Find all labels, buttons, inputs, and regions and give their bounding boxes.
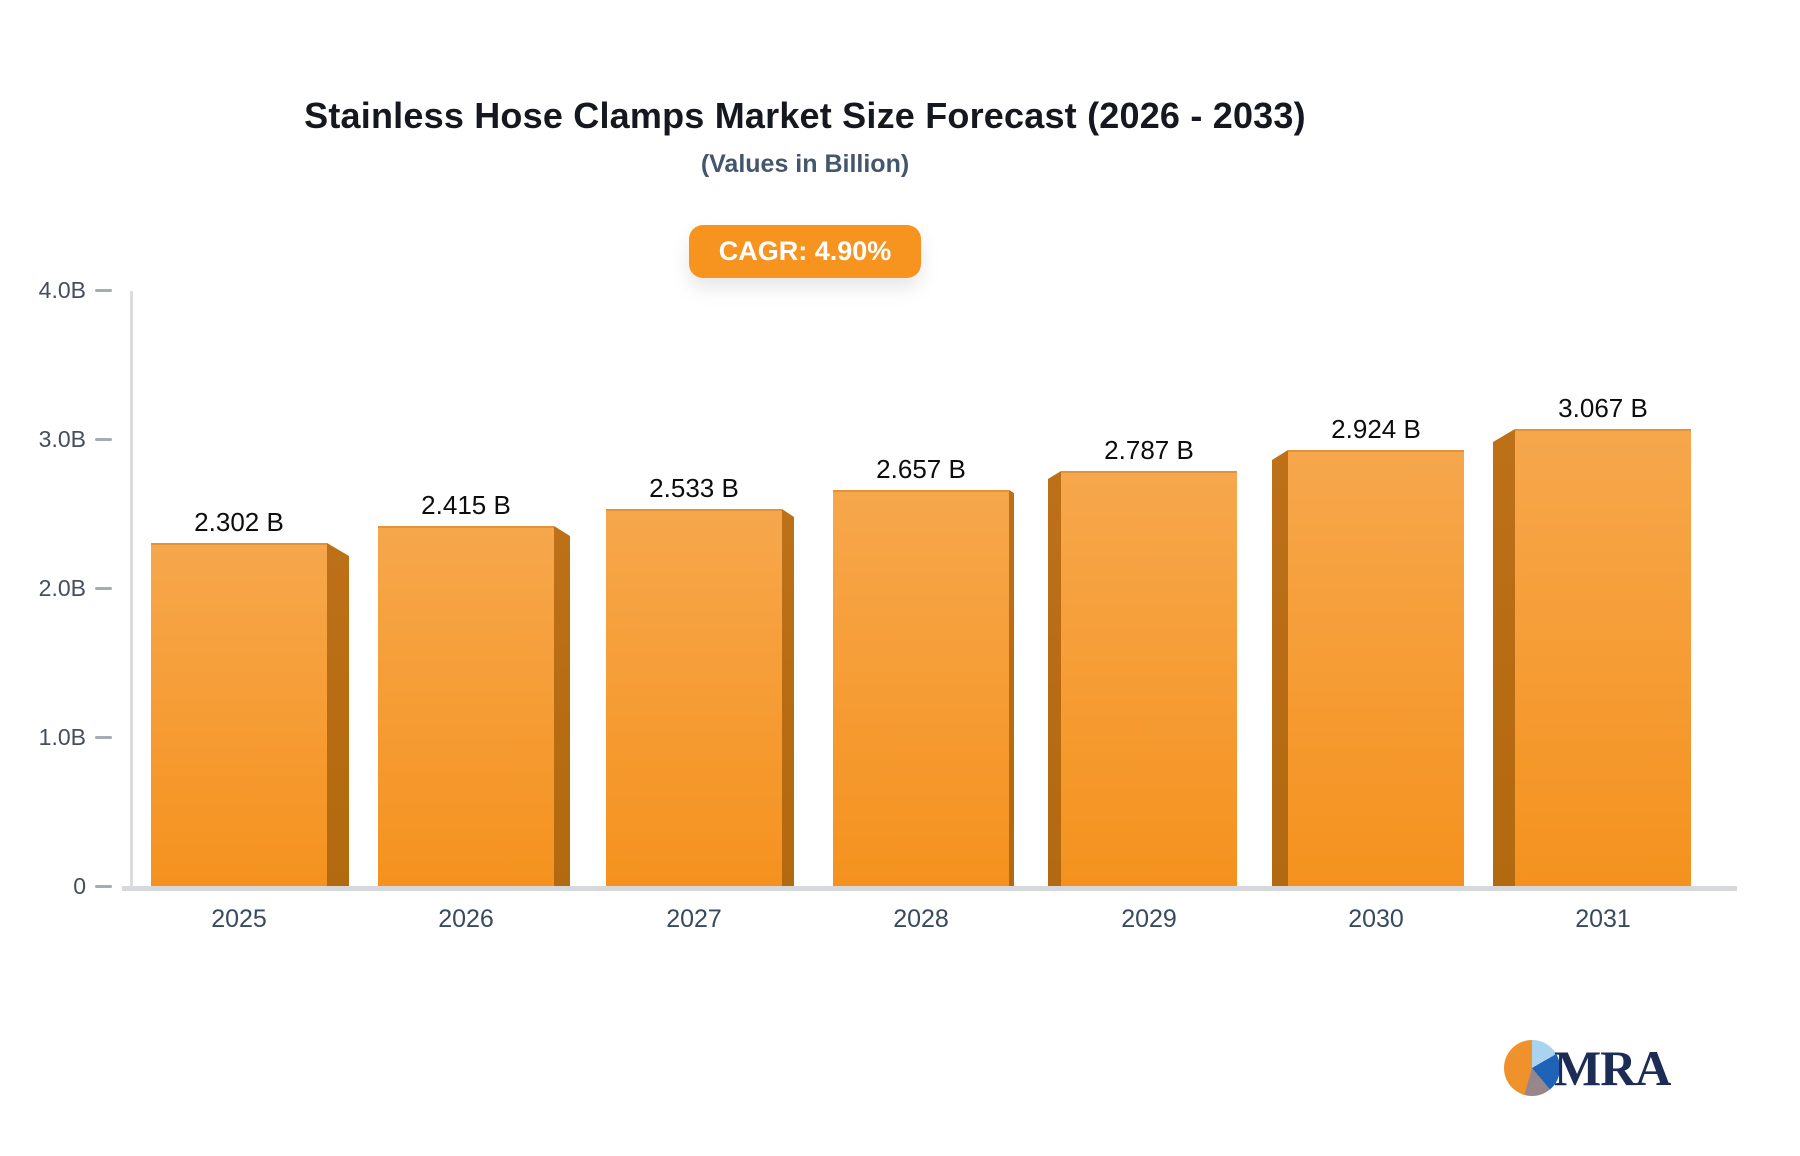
bar-face	[1061, 471, 1237, 886]
bar-value-label: 2.415 B	[421, 490, 511, 520]
bar-side-3d	[1493, 429, 1515, 886]
y-tick-label: 3.0B	[38, 426, 86, 452]
bar-face	[378, 526, 554, 886]
x-tick-label: 2028	[893, 905, 949, 933]
bar[interactable]	[1493, 429, 1691, 886]
bar-side-3d	[1272, 450, 1288, 886]
bar[interactable]	[1272, 450, 1464, 886]
bar-side-3d	[1048, 471, 1061, 886]
chart-header: Stainless Hose Clamps Market Size Foreca…	[0, 0, 1610, 278]
bar-side-3d	[554, 526, 570, 886]
plot-area: 4.0B 3.0B 2.0B 1.0B 0 2.302 B 2.415 B 2.533 B 2…	[39, 277, 1737, 933]
bar[interactable]	[833, 490, 1014, 886]
chart-title: Stainless Hose Clamps Market Size Foreca…	[304, 95, 1306, 136]
bar-face	[606, 509, 782, 886]
x-axis-line	[122, 886, 1737, 891]
bar-value-label: 2.657 B	[876, 454, 966, 484]
bar-value-label: 2.924 B	[1331, 414, 1421, 444]
bar[interactable]	[606, 509, 794, 886]
bar[interactable]	[1048, 471, 1237, 886]
bar-side-3d	[1009, 490, 1014, 886]
brand-logo: MRA	[1504, 1040, 1671, 1096]
y-tick-label: 4.0B	[38, 277, 86, 303]
brand-name: MRA	[1554, 1040, 1671, 1096]
bar-value-label: 2.787 B	[1104, 435, 1194, 465]
y-tick-dash	[95, 438, 112, 441]
bar-face	[1515, 429, 1691, 886]
y-axis-line	[130, 291, 133, 887]
cagr-badge: CAGR: 4.90%	[688, 225, 922, 278]
y-tick-dash	[95, 289, 112, 292]
y-tick-dash	[95, 885, 112, 888]
x-tick-label: 2025	[211, 905, 267, 933]
pie-chart-logo-icon	[1504, 1040, 1560, 1096]
bar[interactable]	[151, 543, 349, 886]
bar-face	[151, 543, 327, 886]
bar[interactable]	[378, 526, 570, 886]
bar-value-label: 3.067 B	[1558, 393, 1648, 423]
bar-side-3d	[327, 543, 349, 886]
y-tick-label: 1.0B	[38, 724, 86, 750]
x-tick-label: 2027	[666, 905, 722, 933]
bar-face	[1288, 450, 1464, 886]
y-tick-label: 2.0B	[38, 575, 86, 601]
x-tick-label: 2031	[1575, 905, 1631, 933]
x-tick-label: 2030	[1348, 905, 1404, 933]
y-tick-dash	[95, 587, 112, 590]
bar-face	[833, 490, 1009, 886]
bar-value-label: 2.533 B	[649, 473, 739, 503]
y-tick-label: 0	[73, 873, 86, 899]
x-tick-label: 2029	[1121, 905, 1177, 933]
y-tick-dash	[95, 736, 112, 739]
x-tick-label: 2026	[438, 905, 494, 933]
bar-side-3d	[782, 509, 794, 886]
bar-value-label: 2.302 B	[194, 507, 284, 537]
chart-subtitle: (Values in Billion)	[700, 150, 910, 178]
